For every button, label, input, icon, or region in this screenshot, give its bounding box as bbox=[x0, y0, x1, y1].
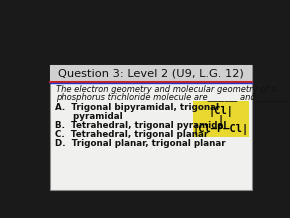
FancyBboxPatch shape bbox=[50, 65, 252, 82]
Text: |: | bbox=[218, 115, 224, 126]
Text: Question 3: Level 2 (U9, L.G. 12): Question 3: Level 2 (U9, L.G. 12) bbox=[58, 68, 244, 78]
Text: B.  Tetrahedral, trigonal pyramidal: B. Tetrahedral, trigonal pyramidal bbox=[55, 121, 226, 130]
Text: |Cl|: |Cl| bbox=[208, 106, 233, 117]
Text: A.  Trigonal bipyramidal, trigonal: A. Trigonal bipyramidal, trigonal bbox=[55, 103, 219, 112]
FancyBboxPatch shape bbox=[50, 65, 252, 190]
Text: C.  Tetrahedral, trigonal planar: C. Tetrahedral, trigonal planar bbox=[55, 130, 208, 139]
Text: phosphorus trichloride molecule are_______ and _______.: phosphorus trichloride molecule are_____… bbox=[56, 93, 290, 102]
Text: D.  Trigonal planar, trigonal planar: D. Trigonal planar, trigonal planar bbox=[55, 139, 226, 148]
Text: |Cl–P–Cl|: |Cl–P–Cl| bbox=[193, 124, 249, 135]
Text: pyramidal: pyramidal bbox=[55, 112, 123, 121]
FancyBboxPatch shape bbox=[193, 101, 249, 137]
Text: The electron geometry and molecular geometry of a: The electron geometry and molecular geom… bbox=[56, 85, 277, 94]
